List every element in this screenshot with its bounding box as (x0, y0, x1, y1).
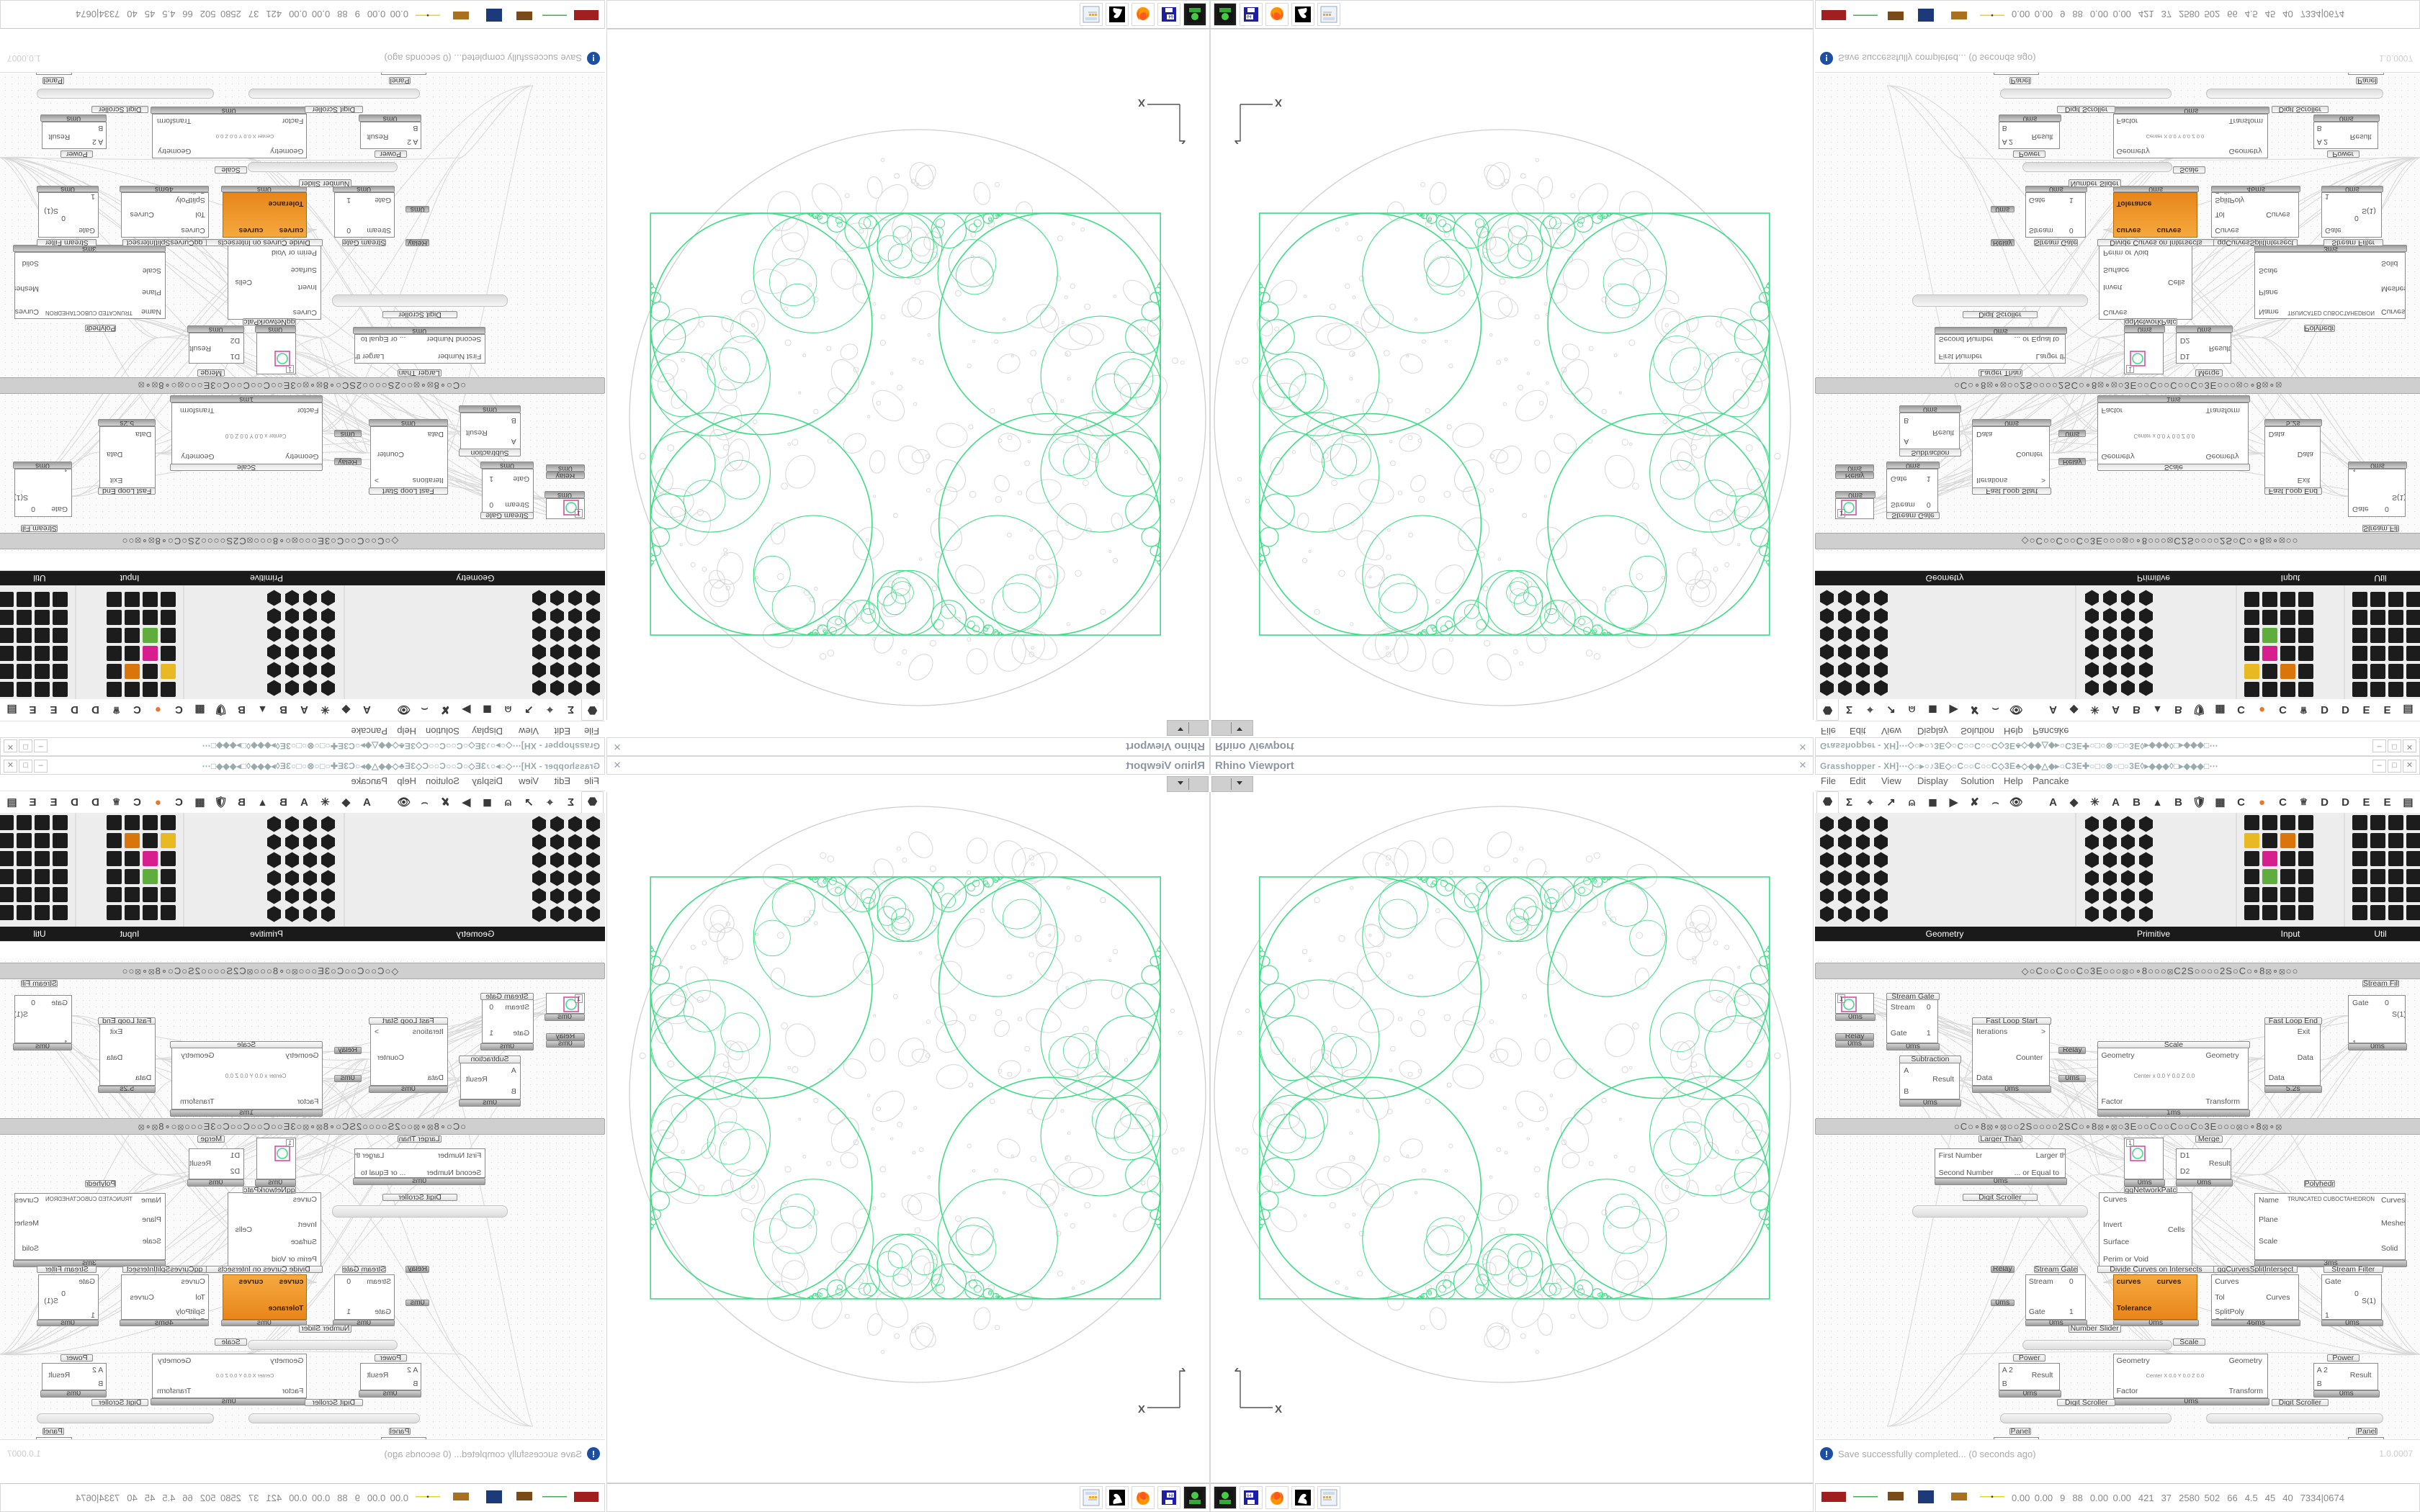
svg-text:Z: Z (1179, 1368, 1186, 1374)
svg-text:Z: Z (1179, 138, 1186, 144)
svg-text:Input: Input (120, 929, 139, 939)
svg-text:Input: Input (2281, 573, 2300, 583)
svg-text:X: X (1275, 96, 1282, 109)
svg-text:Util: Util (2374, 929, 2386, 939)
svg-text:!: ! (592, 53, 595, 63)
svg-text:X: X (1138, 1403, 1145, 1416)
svg-text:64: 64 (1168, 14, 1173, 18)
svg-text:Z: Z (1234, 1368, 1241, 1374)
svg-text:!: ! (1825, 1449, 1828, 1459)
svg-text:Z: Z (1234, 138, 1241, 144)
svg-text:Util: Util (33, 573, 45, 583)
svg-text:Primitive: Primitive (250, 573, 283, 583)
svg-text:!: ! (592, 1449, 595, 1459)
svg-text:Primitive: Primitive (2137, 929, 2170, 939)
svg-text:64: 64 (1247, 1494, 1252, 1498)
svg-text:Geometry: Geometry (1926, 573, 1964, 583)
svg-text:X: X (1138, 96, 1145, 109)
svg-text:Input: Input (2281, 929, 2300, 939)
svg-text:Geometry: Geometry (457, 929, 495, 939)
svg-text:64: 64 (1168, 1494, 1173, 1498)
svg-text:!: ! (1825, 53, 1828, 63)
svg-text:Util: Util (2374, 573, 2386, 583)
svg-text:Input: Input (120, 573, 139, 583)
svg-text:Primitive: Primitive (250, 929, 283, 939)
svg-text:64: 64 (1247, 14, 1252, 18)
svg-text:Primitive: Primitive (2137, 573, 2170, 583)
svg-text:Geometry: Geometry (457, 573, 495, 583)
svg-text:Geometry: Geometry (1926, 929, 1964, 939)
svg-text:X: X (1275, 1403, 1282, 1416)
svg-text:Util: Util (33, 929, 45, 939)
